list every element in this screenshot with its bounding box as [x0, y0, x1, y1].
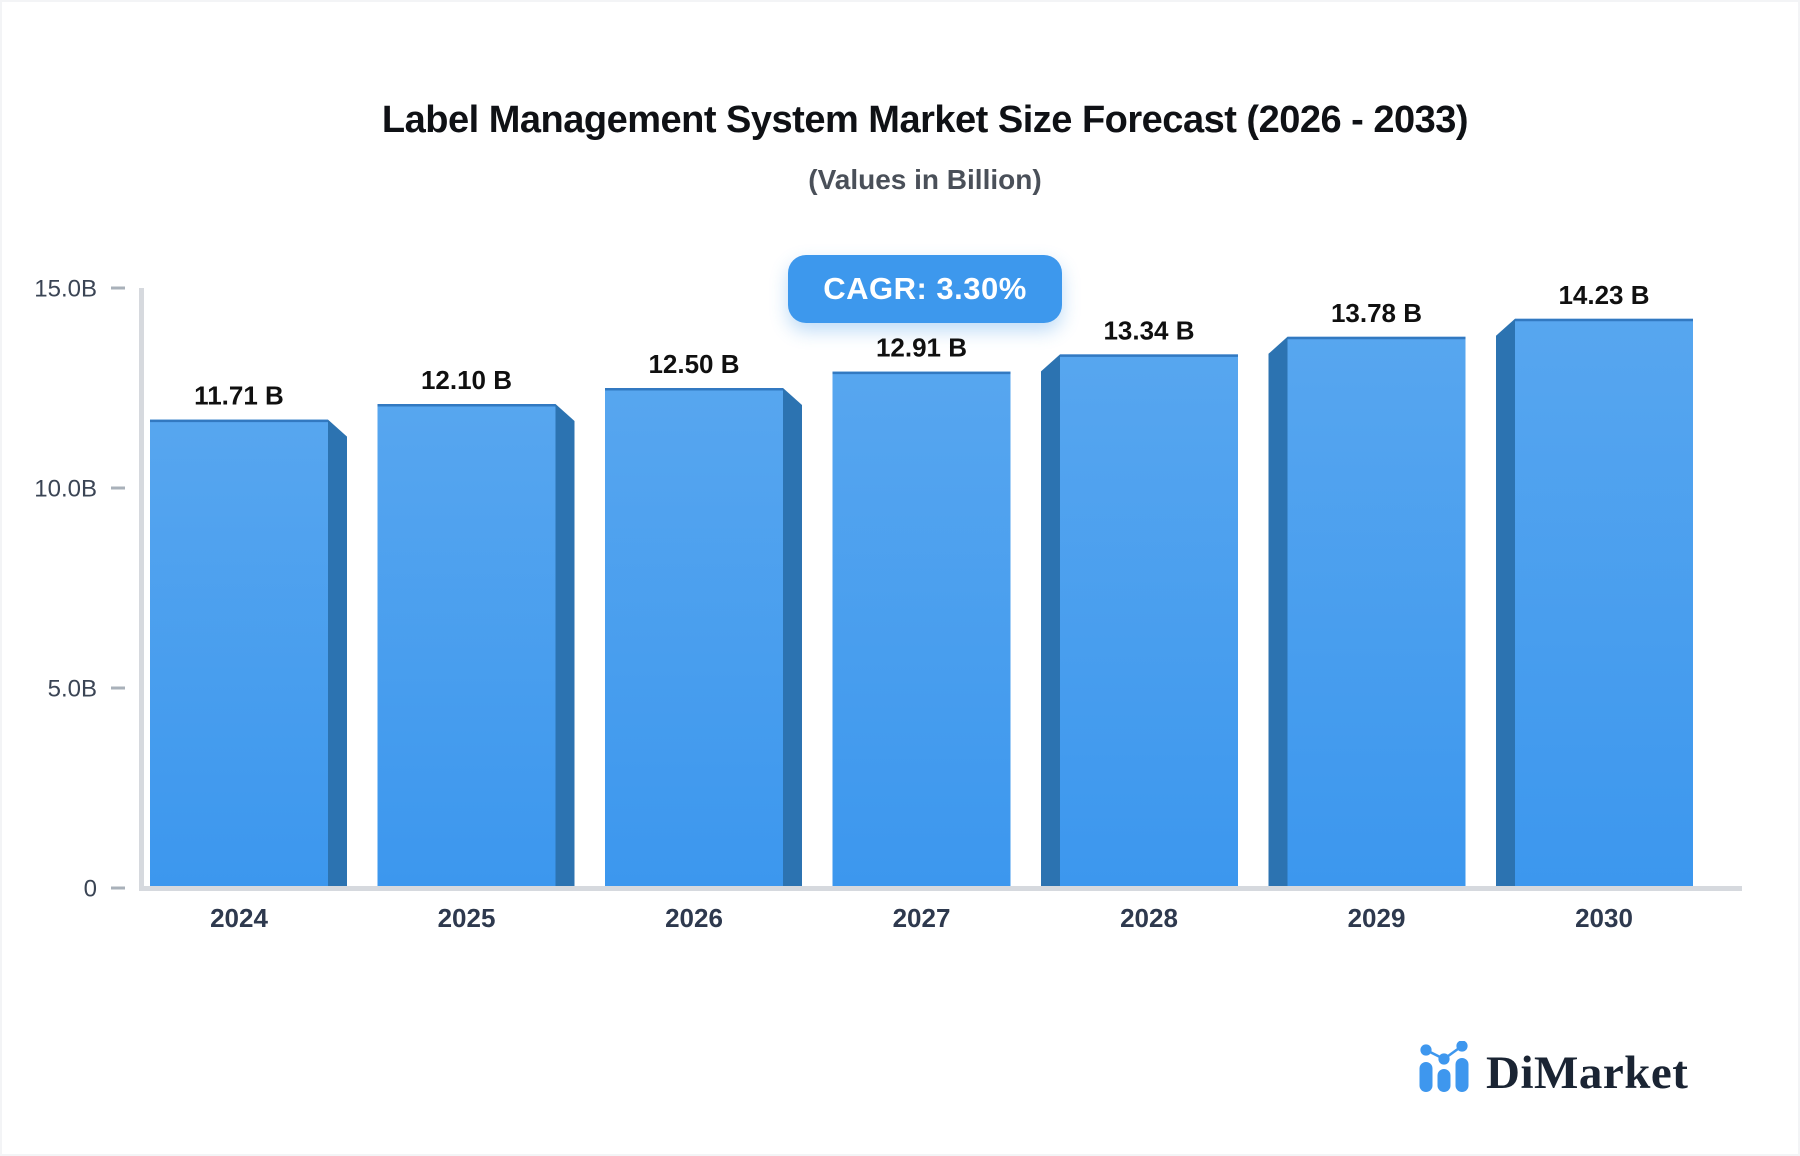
- bar-face: [1515, 318, 1693, 886]
- bar-value-label: 12.10 B: [421, 365, 512, 395]
- chart-header: Label Management System Market Size Fore…: [381, 98, 1469, 196]
- bar-face: [832, 371, 1011, 887]
- bar-value-label: 13.78 B: [1331, 298, 1422, 328]
- dimarket-logo-icon: [1419, 1041, 1469, 1092]
- x-tick-label: 2030: [1575, 903, 1633, 933]
- bar-2030: 14.23 B 2030: [1496, 280, 1693, 933]
- x-tick-label: 2025: [438, 903, 496, 933]
- bar-face: [1287, 336, 1466, 886]
- x-tick-label: 2026: [665, 903, 723, 933]
- bar-2025: 12.10 B 2025: [377, 365, 575, 933]
- bar-value-label: 12.50 B: [648, 349, 739, 379]
- x-tick-label: 2027: [893, 903, 951, 933]
- x-tick-label: 2024: [210, 903, 268, 933]
- x-axis-baseline: [139, 886, 1742, 891]
- bar-face: [377, 404, 556, 886]
- bar-side: [555, 404, 575, 886]
- bar-value-label: 13.34 B: [1103, 315, 1194, 345]
- bar-value-label: 12.91 B: [876, 333, 967, 363]
- dimarket-logo: DiMarket: [1419, 1041, 1688, 1097]
- bar-face: [605, 388, 783, 886]
- bar-2027: 12.91 B 2027: [832, 333, 1011, 933]
- y-tick-label: 5.0B: [48, 676, 97, 703]
- y-tick-label: 0: [84, 876, 97, 903]
- y-tick-label: 10.0B: [34, 476, 97, 503]
- x-tick-label: 2029: [1348, 903, 1406, 933]
- bar-value-label: 14.23 B: [1558, 280, 1649, 310]
- bar-2024: 11.71 B 2024: [150, 381, 347, 933]
- bar-2028: 13.34 B 2028: [1041, 315, 1238, 933]
- bar-side: [1496, 318, 1515, 886]
- y-tick-label: 15.0B: [34, 276, 97, 303]
- bar-2026: 12.50 B 2026: [605, 349, 802, 933]
- bar-value-label: 11.71 B: [194, 381, 284, 411]
- chart-title: Label Management System Market Size Fore…: [381, 99, 1469, 141]
- bar-face: [150, 419, 328, 886]
- dimarket-logo-text: DiMarket: [1486, 1047, 1689, 1099]
- cagr-badge: CAGR: 3.30%: [788, 255, 1062, 323]
- bar-side: [1268, 336, 1288, 886]
- bar-side: [328, 419, 347, 886]
- bar-side: [1041, 354, 1060, 886]
- bar-face: [1060, 354, 1238, 886]
- bar-2029: 13.78 B 2029: [1268, 298, 1466, 933]
- x-tick-label: 2028: [1120, 903, 1178, 933]
- bar-side: [783, 388, 802, 886]
- chart-subtitle: (Values in Billion): [808, 164, 1042, 195]
